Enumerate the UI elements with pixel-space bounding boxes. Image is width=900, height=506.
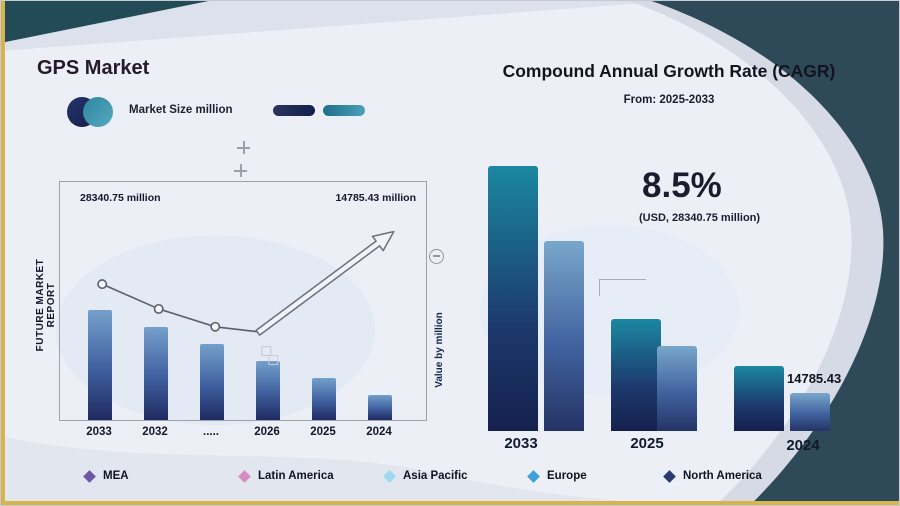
left-bar-2025 (312, 378, 336, 420)
gold-bottom-edge (1, 501, 899, 505)
minus-circle-icon (429, 249, 444, 264)
value-by-million-label: Value by million (434, 312, 445, 388)
left-x-axis: 2033 2032..... 2026 2025 2024 (59, 426, 427, 444)
left-x-label: 2024 (366, 426, 392, 438)
left-x-label: 2033 (86, 426, 112, 438)
left-bar-2024 (368, 395, 392, 420)
left-x-label: 2026 (254, 426, 280, 438)
right-bars (471, 131, 881, 431)
left-x-label: ..... (203, 426, 219, 438)
legend-item-europe: Europe (527, 469, 587, 483)
cagr-usd-note: (USD, 28340.75 million) (639, 212, 761, 224)
legend-label: Asia Pacific (403, 470, 468, 482)
legend-label: MEA (103, 470, 129, 482)
left-x-label: 2025 (310, 426, 336, 438)
legend-item-asia-pacific: Asia Pacific (383, 469, 468, 483)
max-value-annotation: 28340.75 million (80, 192, 161, 204)
left-x-label: 2032 (142, 426, 168, 438)
legend-pill-teal (323, 105, 365, 116)
right-x-label-2024: 2024 (786, 437, 820, 454)
legend-label: North America (683, 470, 762, 482)
market-size-icon (67, 96, 115, 128)
future-market-report-label: FUTURE MARKET REPORT (35, 258, 57, 352)
legend-item-north-america: North America (663, 469, 762, 483)
mea-diamond-icon (83, 469, 96, 483)
left-bar-2026 (256, 361, 280, 420)
market-size-legend-label: Market Size million (129, 104, 233, 116)
left-bar-2032 (144, 327, 168, 420)
left-chart-title: GPS Market (37, 57, 150, 79)
trend-line-and-arrow (97, 230, 395, 365)
right-x-label-2025: 2025 (630, 435, 664, 452)
left-bar-..... (200, 344, 224, 420)
min-value-annotation: 14785.43 million (335, 192, 416, 204)
legend-item-mea: MEA (83, 469, 129, 483)
plus-icon (234, 164, 247, 177)
right-bar-secondary-2033 (544, 241, 584, 431)
right-chart-title: Compound Annual Growth Rate (CAGR) (502, 61, 836, 81)
decor-bracket (599, 279, 646, 296)
north-america-diamond-icon (663, 469, 676, 483)
plus-icon (237, 141, 250, 154)
asia-pacific-diamond-icon (383, 469, 396, 483)
right-chart-subtitle: From: 2025-2033 (623, 94, 715, 106)
cagr-percentage: 8.5% (642, 166, 722, 205)
legend-item-latin-america: Latin America (238, 469, 334, 483)
right-chart-value-label: 14785.43 (787, 371, 842, 386)
right-bar-secondary-2025 (657, 345, 697, 431)
right-bar-secondary-2024 (790, 393, 830, 431)
market-size-icon-teal (83, 97, 113, 127)
latin-america-diamond-icon (238, 469, 251, 483)
legend-label: Latin America (258, 470, 334, 482)
right-x-label-2033: 2033 (504, 435, 538, 452)
left-bars (60, 182, 426, 420)
legend-label: Europe (547, 470, 587, 482)
legend-pill-navy (273, 105, 315, 116)
right-bar-primary-2033 (488, 166, 538, 431)
left-plot-area: 28340.75 million 14785.43 million (59, 181, 427, 421)
europe-diamond-icon (527, 469, 540, 483)
left-bar-2033 (88, 310, 112, 420)
right-bar-primary-2024 (734, 365, 784, 431)
right-bar-primary-2025 (611, 318, 661, 431)
gold-left-edge (1, 1, 5, 505)
